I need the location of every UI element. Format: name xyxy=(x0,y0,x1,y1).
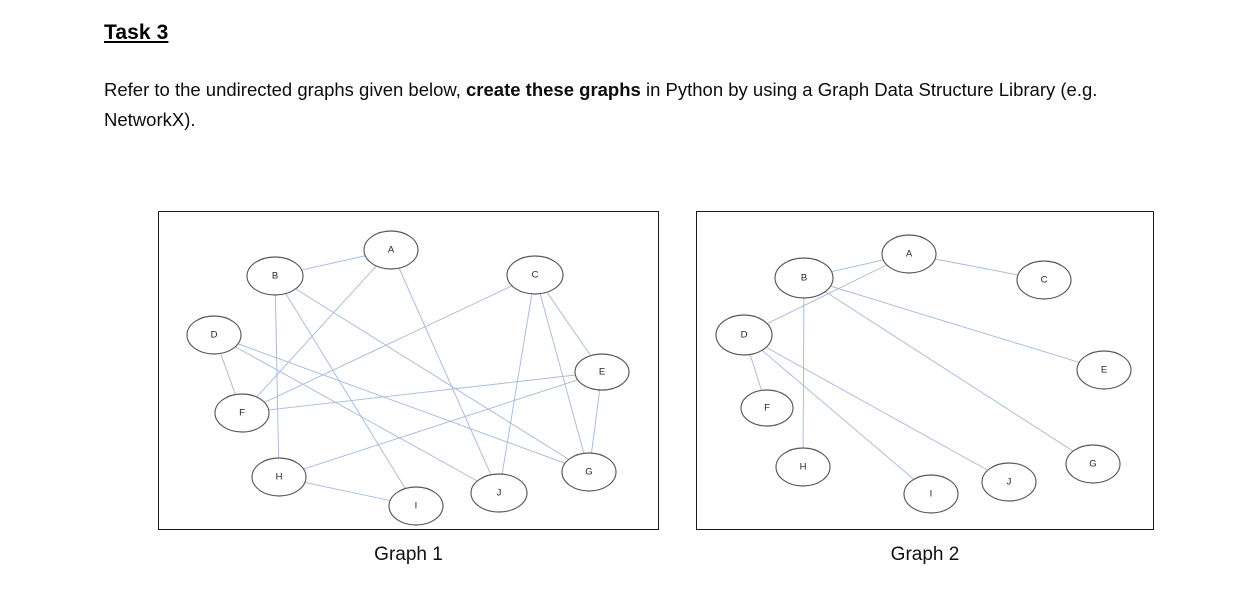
graph-edge-B-I xyxy=(285,293,406,489)
node-layer: A B C D E F G H IJ xyxy=(186,230,630,526)
graph-node-G[interactable]: G xyxy=(561,452,617,492)
node-ellipse-D xyxy=(186,315,242,355)
graph-edge-A-J xyxy=(398,267,492,476)
node-ellipse-J xyxy=(981,462,1037,502)
node-ellipse-H xyxy=(775,447,831,487)
task-instruction-paragraph: Refer to the undirected graphs given bel… xyxy=(104,75,1144,135)
graph-edge-B-H xyxy=(274,294,280,459)
graph-edge-B-H xyxy=(802,297,805,449)
graph-edge-B-E xyxy=(830,285,1080,363)
graph-1-caption: Graph 1 xyxy=(374,544,443,565)
graph-edge-A-C xyxy=(934,258,1019,276)
graph-edge-B-G xyxy=(295,288,570,460)
node-ellipse-C xyxy=(1016,260,1072,300)
edge-layer xyxy=(220,255,601,501)
graph-edge-D-G xyxy=(237,343,566,464)
graph-edge-C-F xyxy=(264,285,513,403)
node-ellipse-A xyxy=(881,234,937,274)
graph-edge-A-D xyxy=(766,264,888,325)
graph-edge-C-G xyxy=(539,293,585,454)
node-ellipse-I xyxy=(388,486,444,526)
graph-edge-D-F xyxy=(749,354,762,391)
node-layer: A B C D E F G H IJ xyxy=(715,234,1132,514)
graph-edge-A-B xyxy=(301,255,366,271)
node-ellipse-E xyxy=(1076,350,1132,390)
graph-edge-D-J xyxy=(765,346,989,471)
graph-node-F[interactable]: F xyxy=(740,389,794,427)
instruction-text-emphasis: create these graphs xyxy=(466,78,641,100)
node-ellipse-B xyxy=(246,256,304,296)
instruction-text-part-2: in Python by using a Graph Data Structur… xyxy=(104,78,1098,130)
graph-edge-E-H xyxy=(303,379,578,470)
graph-edge-D-J xyxy=(234,346,478,482)
node-ellipse-G xyxy=(561,452,617,492)
instruction-text-part-1: Refer to the undirected graphs given bel… xyxy=(104,78,467,100)
graph-edge-C-E xyxy=(546,291,592,356)
graph-edge-E-G xyxy=(590,389,601,454)
graph-node-A[interactable]: A xyxy=(881,234,937,274)
node-ellipse-J xyxy=(470,473,528,513)
node-ellipse-H xyxy=(251,457,307,497)
graph-node-H[interactable]: H xyxy=(775,447,831,487)
node-ellipse-E xyxy=(574,353,630,391)
graph-edge-A-B xyxy=(831,259,884,273)
graph-node-C[interactable]: C xyxy=(506,255,564,295)
node-ellipse-C xyxy=(506,255,564,295)
graph-node-A[interactable]: A xyxy=(363,230,419,270)
edge-layer xyxy=(749,258,1080,480)
node-ellipse-A xyxy=(363,230,419,270)
graph-edge-D-F xyxy=(220,353,236,395)
graph-node-J[interactable]: J xyxy=(470,473,528,513)
graph-node-C[interactable]: C xyxy=(1016,260,1072,300)
graph-1-svg: A B C D E F G H IJ xyxy=(186,230,630,526)
node-ellipse-G xyxy=(1065,444,1121,484)
graph-edge-D-I xyxy=(761,349,915,480)
graph-node-H[interactable]: H xyxy=(251,457,307,497)
node-ellipse-F xyxy=(740,389,794,427)
graph-node-F[interactable]: F xyxy=(214,393,270,433)
graph-node-B[interactable]: B xyxy=(246,256,304,296)
node-ellipse-I xyxy=(903,474,959,514)
node-ellipse-B xyxy=(774,257,834,299)
graph-node-E[interactable]: E xyxy=(574,353,630,391)
graph-edge-E-F xyxy=(268,374,576,411)
graph-node-D[interactable]: D xyxy=(715,314,773,356)
graph-node-I[interactable]: I xyxy=(903,474,959,514)
graph-2-svg: A B C D E F G H IJ xyxy=(715,234,1132,514)
node-ellipse-F xyxy=(214,393,270,433)
graph-node-I[interactable]: I xyxy=(388,486,444,526)
graph-node-B[interactable]: B xyxy=(774,257,834,299)
page-title: Task 3 xyxy=(104,21,169,45)
graph-edge-C-J xyxy=(501,293,533,475)
graph-edge-H-I xyxy=(304,482,391,501)
graph-2-caption: Graph 2 xyxy=(890,544,960,565)
graph-edge-B-G xyxy=(824,291,1074,452)
graph-node-J[interactable]: J xyxy=(981,462,1037,502)
graph-node-G[interactable]: G xyxy=(1065,444,1121,484)
node-ellipse-D xyxy=(715,314,773,356)
graph-node-D[interactable]: D xyxy=(186,315,242,355)
graph-node-E[interactable]: E xyxy=(1076,350,1132,390)
